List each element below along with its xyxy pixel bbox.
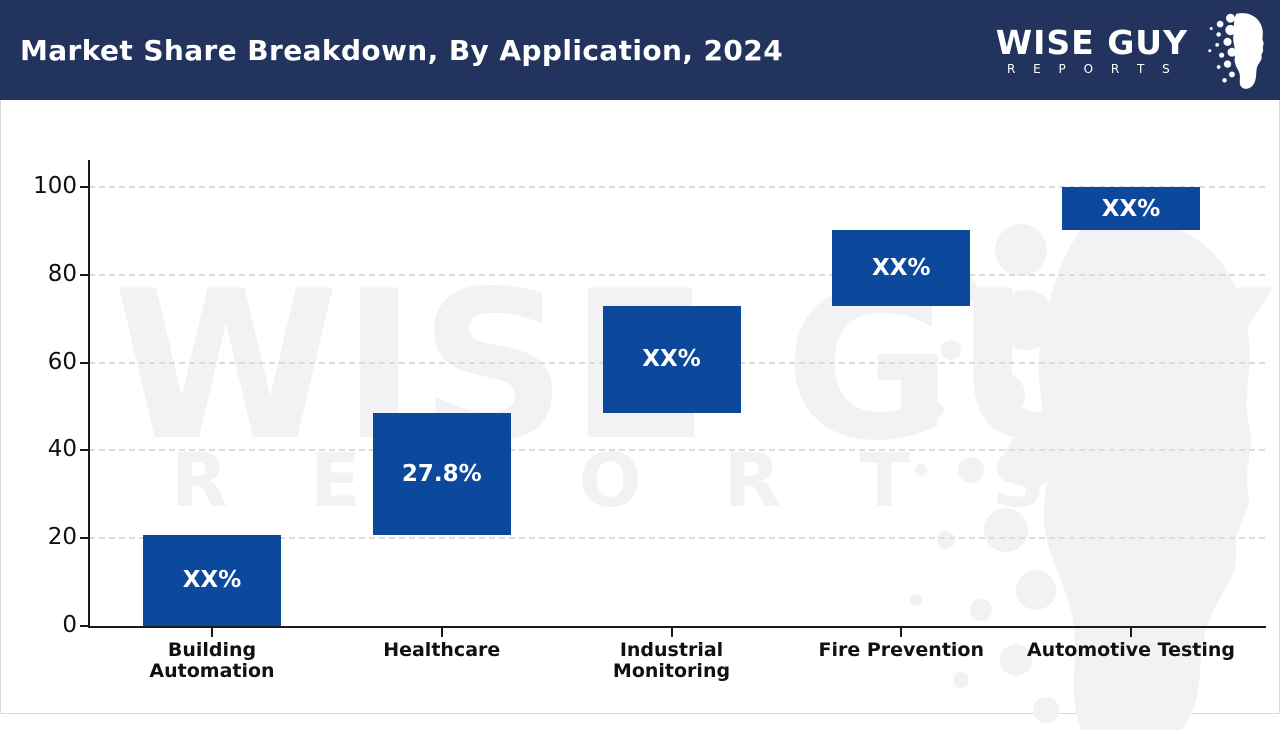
y-tick-label: 60 xyxy=(47,348,77,375)
bar-value-label: XX% xyxy=(182,567,242,594)
chart-title: Market Share Breakdown, By Application, … xyxy=(20,33,784,67)
bar-fire-prevention: XX% xyxy=(832,230,971,306)
gridline xyxy=(89,449,1265,452)
header-bar: Market Share Breakdown, By Application, … xyxy=(0,0,1280,100)
x-tick-label: Automotive Testing xyxy=(1026,639,1236,661)
gridline xyxy=(89,537,1265,540)
gridline xyxy=(89,273,1265,276)
bar-industrial-monitoring: XX% xyxy=(602,305,741,413)
y-tick-label: 80 xyxy=(47,260,77,287)
chart-panel: WISE GUY REPORTS 0 20 40 60 80 100 XX% Building… xyxy=(0,100,1280,730)
y-tick-mark xyxy=(80,625,89,627)
brand-name: WISE GUY xyxy=(995,22,1188,62)
brand-logo: WISE GUY R E P O R T S xyxy=(996,8,1266,92)
brand-logo-text: WISE GUY R E P O R T S xyxy=(995,22,1188,76)
x-tick-mark xyxy=(1130,628,1132,637)
bar-value-label: XX% xyxy=(642,346,701,373)
y-tick-mark xyxy=(80,537,89,540)
x-tick-label: Healthcare xyxy=(383,639,501,661)
bar-automotive-testing: XX% xyxy=(1062,187,1200,231)
y-tick-mark xyxy=(80,449,89,452)
x-tick-mark xyxy=(211,628,213,637)
x-tick-mark xyxy=(900,628,903,637)
x-tick-mark xyxy=(440,628,443,637)
y-tick-label: 100 xyxy=(33,173,77,199)
bar-value-label: 27.8% xyxy=(401,460,482,487)
y-tick-mark xyxy=(80,186,89,188)
y-tick-label: 20 xyxy=(47,524,77,551)
y-tick-label: 0 xyxy=(62,612,77,638)
bar-building-automation: XX% xyxy=(143,534,281,626)
x-tick-label: Fire Prevention xyxy=(818,639,985,661)
bar-value-label: XX% xyxy=(1101,195,1161,222)
brand-subname: R E P O R T S xyxy=(1006,61,1177,76)
x-tick-label: Building Automation xyxy=(149,639,275,682)
y-tick-label: 40 xyxy=(47,436,77,463)
gridline xyxy=(89,186,1265,188)
bar-value-label: XX% xyxy=(871,254,931,281)
x-tick-label: Industrial Monitoring xyxy=(612,639,731,682)
head-profile-dots-icon xyxy=(1208,13,1264,89)
x-axis-line xyxy=(88,626,1266,628)
x-tick-mark xyxy=(670,628,673,637)
y-tick-mark xyxy=(80,361,89,364)
bar-healthcare: 27.8% xyxy=(372,412,511,535)
y-axis-line xyxy=(88,160,90,628)
y-tick-mark xyxy=(80,273,89,276)
